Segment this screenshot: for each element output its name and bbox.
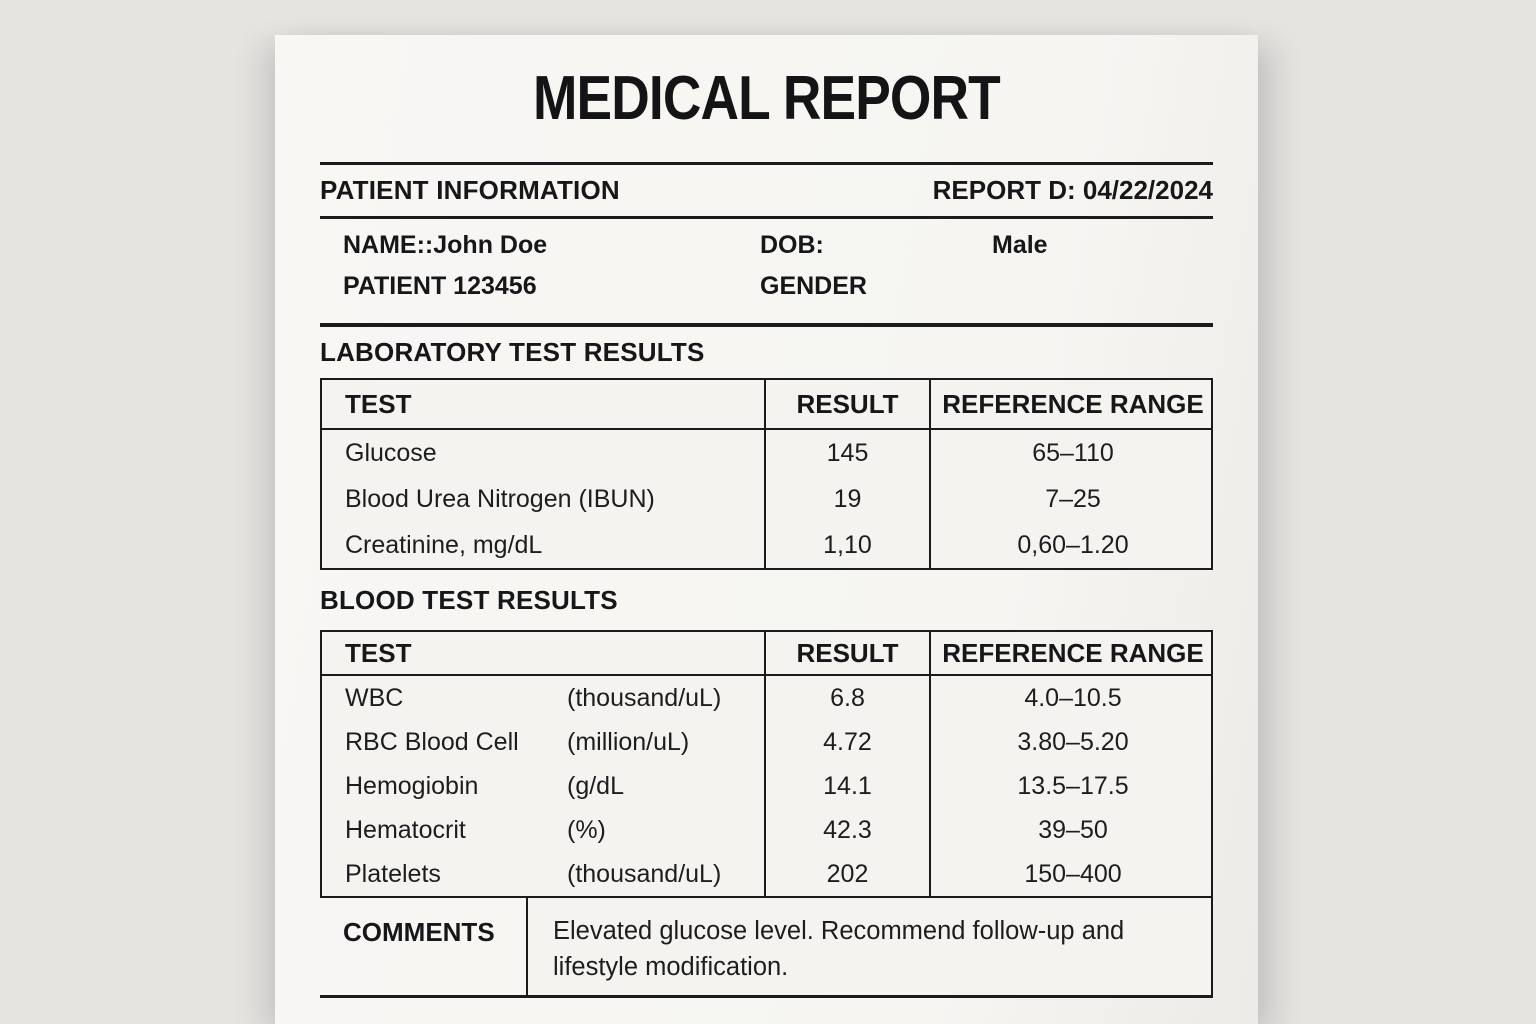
lab-section-strip: LABORATORY TEST RESULTS xyxy=(320,327,1213,378)
test-range: 4.0–10.5 xyxy=(929,676,1215,720)
test-name: Creatinine, mg/dL xyxy=(345,530,543,559)
page-title: MEDICAL REPORT xyxy=(533,64,1001,133)
test-range: 3.80–5.20 xyxy=(929,720,1215,764)
blood-table-header: TEST RESULT REFERENCE RANGE xyxy=(322,632,1211,676)
test-name: Platelets xyxy=(345,859,441,888)
table-row: Blood Urea Nitrogen (IBUN) 19 7–25 xyxy=(322,476,1211,522)
comments-section: COMMENTS Elevated glucose level. Recomme… xyxy=(320,898,1213,998)
patient-row-1: NAME::John Doe DOB: Male xyxy=(320,225,1213,266)
test-unit: (million/uL) xyxy=(567,727,690,756)
column-header-range: REFERENCE RANGE xyxy=(929,632,1215,674)
column-header-result: RESULT xyxy=(764,380,929,428)
lab-results-table: TEST RESULT REFERENCE RANGE Glucose 145 … xyxy=(320,378,1213,570)
lab-section-title: LABORATORY TEST RESULTS xyxy=(320,337,705,367)
column-header-test: TEST xyxy=(345,388,412,419)
test-result: 19 xyxy=(764,476,929,522)
test-result: 202 xyxy=(764,852,929,896)
test-cell: Platelets (thousand/uL) xyxy=(322,852,764,896)
table-row: Hemogiobin (g/dL 14.1 13.5–17.5 xyxy=(322,764,1211,808)
comments-label: COMMENTS xyxy=(343,917,495,947)
patient-info-section-title: PATIENT INFORMATION xyxy=(320,175,620,205)
test-cell: WBC (thousand/uL) xyxy=(322,676,764,720)
patient-id: PATIENT 123456 xyxy=(343,272,537,300)
test-cell: Hemogiobin (g/dL xyxy=(322,764,764,808)
table-row: Platelets (thousand/uL) 202 150–400 xyxy=(322,852,1211,896)
test-result: 145 xyxy=(764,430,929,476)
test-range: 0,60–1.20 xyxy=(929,522,1215,568)
dob-label: DOB: xyxy=(760,231,824,259)
test-range: 7–25 xyxy=(929,476,1215,522)
test-result: 1,10 xyxy=(764,522,929,568)
patient-info-header: PATIENT INFORMATION REPORT D: 04/22/2024 xyxy=(320,165,1213,216)
table-row: Hematocrit (%) 42.3 39–50 xyxy=(322,808,1211,852)
test-name: Hematocrit xyxy=(345,815,466,844)
test-name: WBC xyxy=(345,683,404,712)
test-result: 4.72 xyxy=(764,720,929,764)
column-header-test: TEST xyxy=(345,637,412,668)
patient-row-2: PATIENT 123456 GENDER xyxy=(320,266,1213,307)
test-range: 150–400 xyxy=(929,852,1215,896)
patient-name: NAME::John Doe xyxy=(343,231,548,259)
test-name: Hemogiobin xyxy=(345,771,479,800)
divider xyxy=(320,216,1213,219)
report-content: MEDICAL REPORT PATIENT INFORMATION REPOR… xyxy=(320,35,1213,998)
table-row: Glucose 145 65–110 xyxy=(322,430,1211,476)
report-date: REPORT D: 04/22/2024 xyxy=(932,175,1213,205)
lab-table-header: TEST RESULT REFERENCE RANGE xyxy=(322,380,1211,430)
column-header-range: REFERENCE RANGE xyxy=(929,380,1215,428)
test-range: 65–110 xyxy=(929,430,1215,476)
test-name: Glucose xyxy=(345,438,437,467)
test-unit: (thousand/uL) xyxy=(567,859,722,888)
table-row: Creatinine, mg/dL 1,10 0,60–1.20 xyxy=(322,522,1211,568)
test-range: 39–50 xyxy=(929,808,1215,852)
title-area: MEDICAL REPORT xyxy=(320,35,1213,162)
comments-cell: Elevated glucose level. Recommend follow… xyxy=(526,898,1213,995)
test-cell: RBC Blood Cell (million/uL) xyxy=(322,720,764,764)
column-header-result: RESULT xyxy=(764,632,929,674)
test-cell: Hematocrit (%) xyxy=(322,808,764,852)
test-unit: (%) xyxy=(567,815,606,844)
gender-value: Male xyxy=(992,231,1048,259)
test-name: Blood Urea Nitrogen (IBUN) xyxy=(345,484,655,513)
test-unit: (g/dL xyxy=(567,771,624,800)
table-row: WBC (thousand/uL) 6.8 4.0–10.5 xyxy=(322,676,1211,720)
test-result: 6.8 xyxy=(764,676,929,720)
blood-section-strip: BLOOD TEST RESULTS xyxy=(320,570,1213,630)
comments-text: Elevated glucose level. Recommend follow… xyxy=(553,917,1125,981)
test-name: RBC Blood Cell xyxy=(345,727,519,756)
test-result: 42.3 xyxy=(764,808,929,852)
divider xyxy=(320,323,1213,327)
blood-results-table: TEST RESULT REFERENCE RANGE WBC (thousan… xyxy=(320,630,1213,898)
gender-label: GENDER xyxy=(760,272,867,300)
test-result: 14.1 xyxy=(764,764,929,808)
divider xyxy=(320,162,1213,165)
patient-info-block: NAME::John Doe DOB: Male PATIENT 123456 … xyxy=(320,219,1213,323)
blood-section-title: BLOOD TEST RESULTS xyxy=(320,584,618,615)
test-range: 13.5–17.5 xyxy=(929,764,1215,808)
test-unit: (thousand/uL) xyxy=(567,683,722,712)
table-row: RBC Blood Cell (million/uL) 4.72 3.80–5.… xyxy=(322,720,1211,764)
report-page: MEDICAL REPORT PATIENT INFORMATION REPOR… xyxy=(275,35,1258,1024)
